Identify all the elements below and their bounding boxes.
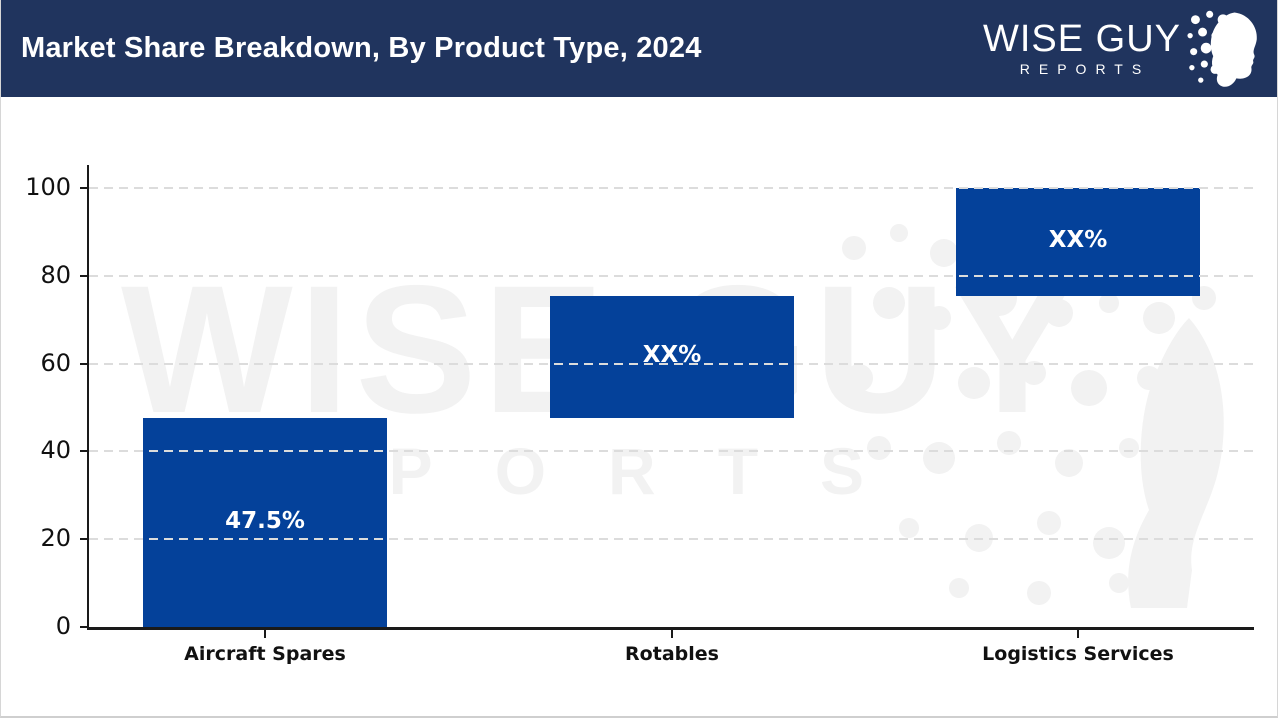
logo-face-icon bbox=[1187, 10, 1257, 87]
bar bbox=[143, 418, 387, 627]
gridline bbox=[89, 450, 1254, 453]
bar-value-label: 47.5% bbox=[225, 507, 305, 534]
page-title: Market Share Breakdown, By Product Type,… bbox=[21, 32, 702, 64]
wiseguy-logo: WISE GUY REPORTS bbox=[983, 7, 1263, 91]
bar bbox=[550, 295, 794, 419]
y-tick-label: 80 bbox=[40, 260, 71, 289]
y-tick-label: 60 bbox=[40, 348, 71, 377]
category-label: Logistics Services bbox=[982, 643, 1174, 665]
y-tick-label: 0 bbox=[55, 612, 71, 640]
y-tick bbox=[80, 626, 89, 628]
y-axis bbox=[87, 165, 89, 630]
gridline bbox=[89, 274, 1254, 277]
logo-wordmark-main: WISE GUY bbox=[982, 18, 1181, 60]
y-tick bbox=[80, 538, 89, 541]
y-tick-label: 40 bbox=[40, 436, 71, 465]
logo-wordmark: WISE GUY REPORTS bbox=[983, 20, 1181, 77]
y-tick bbox=[80, 450, 89, 453]
category-label: Rotables bbox=[625, 643, 719, 665]
bar-value-label: XX% bbox=[1048, 226, 1108, 253]
header-bar: Market Share Breakdown, By Product Type,… bbox=[1, 0, 1277, 97]
x-tick bbox=[671, 630, 673, 638]
y-tick-label: 20 bbox=[40, 524, 71, 553]
logo-wordmark-sub: REPORTS bbox=[1019, 61, 1151, 77]
bar-value-label: XX% bbox=[642, 342, 702, 368]
y-tick-label: 100 bbox=[25, 173, 71, 201]
gridline bbox=[89, 187, 1254, 189]
gridline bbox=[89, 362, 1254, 365]
y-tick bbox=[80, 187, 89, 189]
y-tick bbox=[80, 362, 89, 365]
y-tick bbox=[80, 274, 89, 277]
waterfall-chart: WISE GUY REPORTS bbox=[1, 97, 1280, 718]
category-label: Aircraft Spares bbox=[184, 643, 346, 665]
gridline bbox=[89, 538, 1254, 541]
x-tick bbox=[264, 630, 266, 638]
x-tick bbox=[1077, 630, 1079, 638]
x-axis bbox=[87, 627, 1254, 630]
